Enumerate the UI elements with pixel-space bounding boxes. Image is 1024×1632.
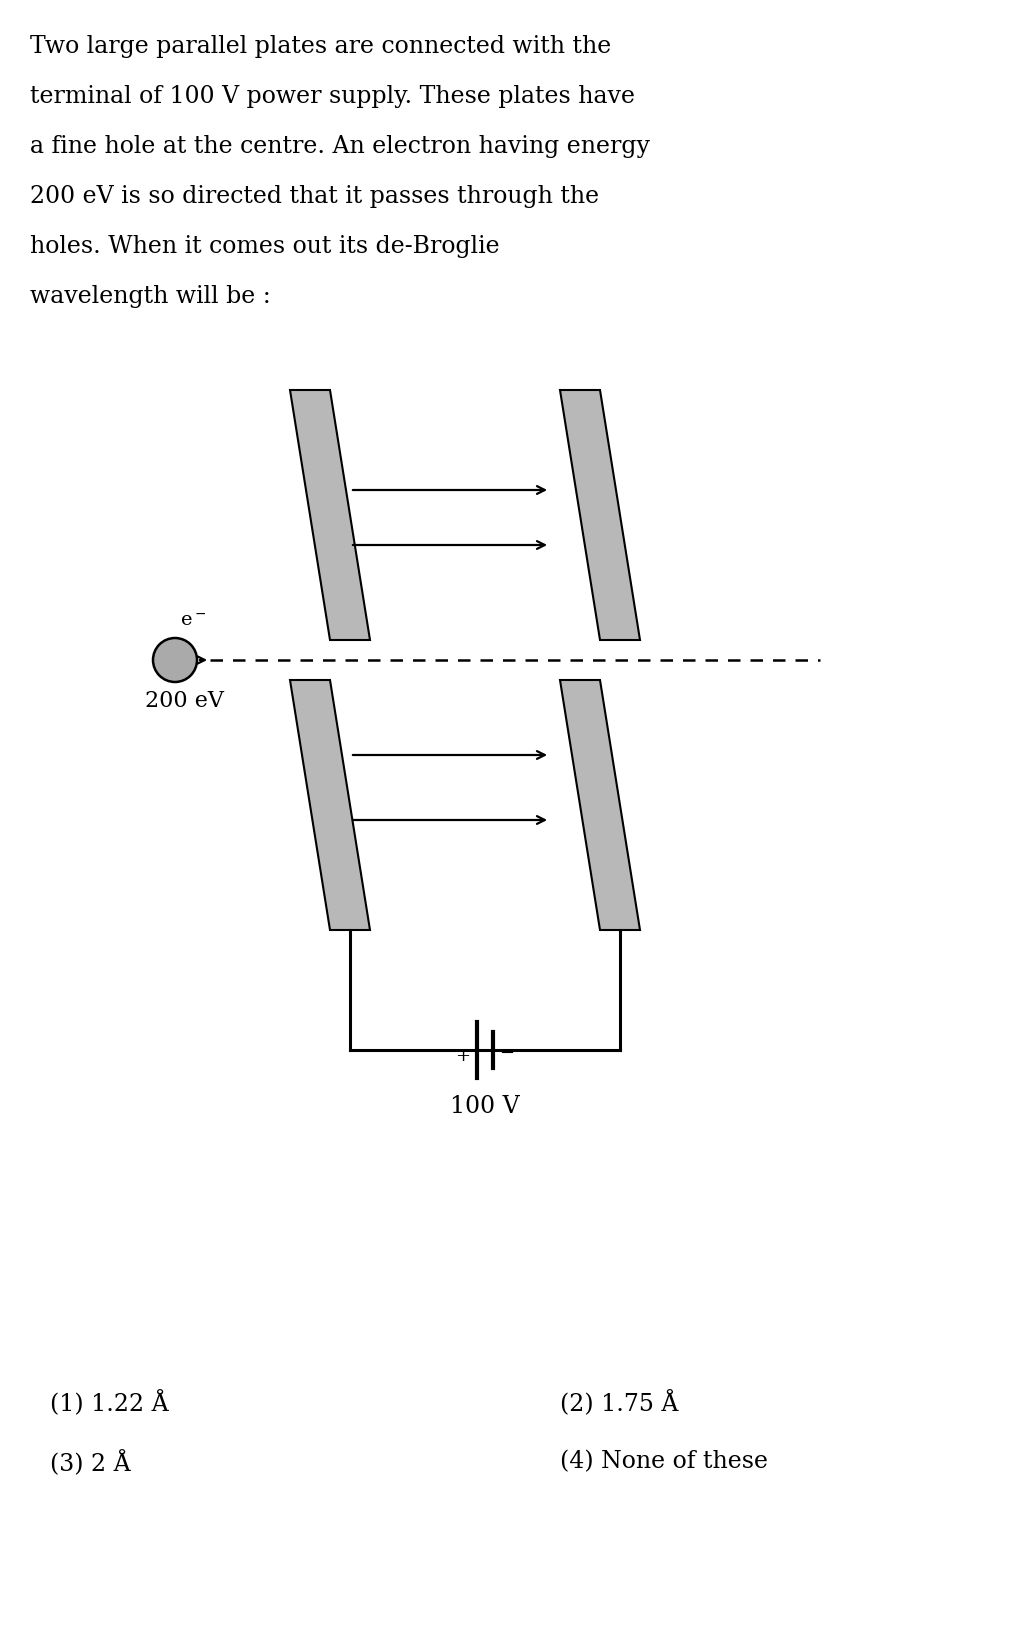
Circle shape: [153, 638, 197, 682]
Text: wavelength will be :: wavelength will be :: [30, 286, 270, 308]
Polygon shape: [290, 390, 370, 640]
Polygon shape: [560, 681, 640, 930]
Text: 200 eV: 200 eV: [145, 690, 224, 712]
Text: holes. When it comes out its de-Broglie: holes. When it comes out its de-Broglie: [30, 235, 500, 258]
Text: e$^-$: e$^-$: [180, 612, 207, 630]
Text: (2) 1.75 Å: (2) 1.75 Å: [560, 1390, 678, 1417]
Text: −: −: [500, 1044, 515, 1062]
Polygon shape: [560, 390, 640, 640]
Text: 100 V: 100 V: [451, 1095, 520, 1118]
Text: (1) 1.22 Å: (1) 1.22 Å: [50, 1390, 169, 1417]
Text: (4) None of these: (4) None of these: [560, 1449, 768, 1474]
Text: a fine hole at the centre. An electron having energy: a fine hole at the centre. An electron h…: [30, 135, 650, 158]
Polygon shape: [290, 681, 370, 930]
Text: +: +: [456, 1048, 470, 1066]
Text: 200 eV is so directed that it passes through the: 200 eV is so directed that it passes thr…: [30, 184, 599, 207]
Text: terminal of 100 V power supply. These plates have: terminal of 100 V power supply. These pl…: [30, 85, 635, 108]
Text: Two large parallel plates are connected with the: Two large parallel plates are connected …: [30, 34, 611, 59]
Text: (3) 2 Å: (3) 2 Å: [50, 1449, 131, 1475]
